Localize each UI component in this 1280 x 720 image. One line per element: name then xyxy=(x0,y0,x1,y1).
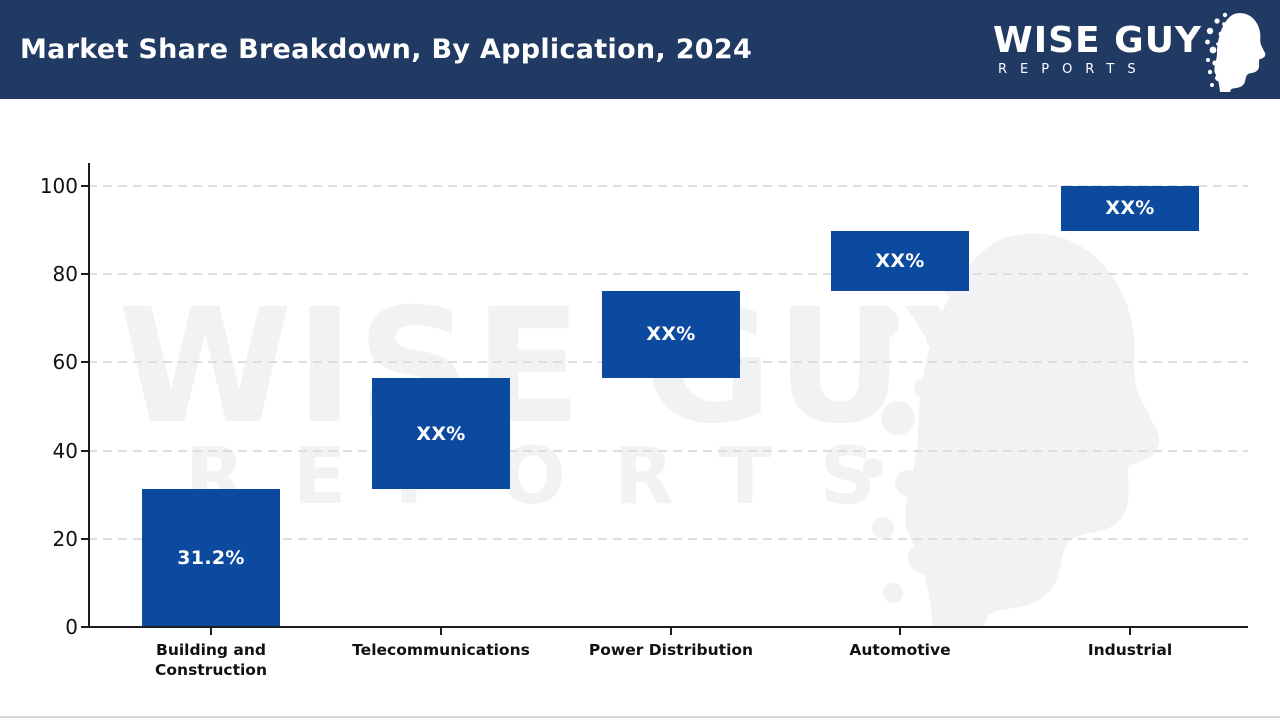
y-axis-tick-100 xyxy=(81,185,88,187)
x-axis-tick-4 xyxy=(1129,627,1131,635)
bar-4: XX% xyxy=(1061,186,1199,231)
x-axis-category-label-2: Power Distribution xyxy=(588,641,754,659)
gridline-y20 xyxy=(88,537,1248,540)
bar-2: XX% xyxy=(602,290,740,378)
x-axis-line xyxy=(88,626,1248,628)
y-axis-label-0: 0 xyxy=(65,615,78,639)
x-axis-tick-3 xyxy=(899,627,901,635)
y-axis-line xyxy=(88,163,90,627)
gridline-y40 xyxy=(88,449,1248,452)
y-axis-tick-80 xyxy=(81,273,88,276)
y-axis-label-100: 100 xyxy=(39,174,78,198)
page-title: Market Share Breakdown, By Application, … xyxy=(20,34,753,65)
y-axis-label-40: 40 xyxy=(52,438,78,463)
logo-subtitle: REPORTS xyxy=(997,62,1149,77)
x-axis-tick-0 xyxy=(210,627,212,635)
y-axis-label-80: 80 xyxy=(52,262,78,287)
logo-wordmark: WISE GUY xyxy=(992,20,1202,61)
x-axis-category-label-1: Telecommunications xyxy=(352,641,530,659)
x-axis-category-label-3: Automotive xyxy=(849,641,951,659)
bar-value-label: XX% xyxy=(646,323,696,346)
bar-value-label: XX% xyxy=(416,422,466,445)
header-bar: Market Share Breakdown, By Application, … xyxy=(0,0,1280,99)
x-axis-category-label-0: Building and Construction xyxy=(155,641,267,680)
x-axis-tick-2 xyxy=(670,627,672,635)
gridline-y100 xyxy=(88,185,1248,187)
gridline-y80 xyxy=(88,273,1248,276)
y-axis-label-20: 20 xyxy=(52,526,78,551)
bar-1: XX% xyxy=(372,377,510,490)
x-axis-tick-1 xyxy=(440,627,442,635)
y-axis-tick-20 xyxy=(81,537,88,540)
y-axis-tick-0 xyxy=(81,626,88,628)
y-axis-tick-60 xyxy=(81,361,88,364)
x-axis-category-label-4: Industrial xyxy=(1087,641,1173,659)
footer-divider xyxy=(0,716,1280,718)
y-axis-tick-40 xyxy=(81,449,88,452)
bar-value-label: XX% xyxy=(875,249,925,272)
bar-3: XX% xyxy=(831,230,969,291)
y-axis-label-60: 60 xyxy=(52,350,78,375)
bar-0: 31.2% xyxy=(142,489,280,627)
wiseguy-logo: WISE GUY REPORTS xyxy=(993,8,1280,92)
wiseguy-logo-text: WISE GUY REPORTS xyxy=(992,20,1202,77)
wiseguy-head-icon xyxy=(1205,12,1266,92)
bar-value-label: XX% xyxy=(1105,197,1155,220)
bar-value-label: 31.2% xyxy=(177,547,245,570)
